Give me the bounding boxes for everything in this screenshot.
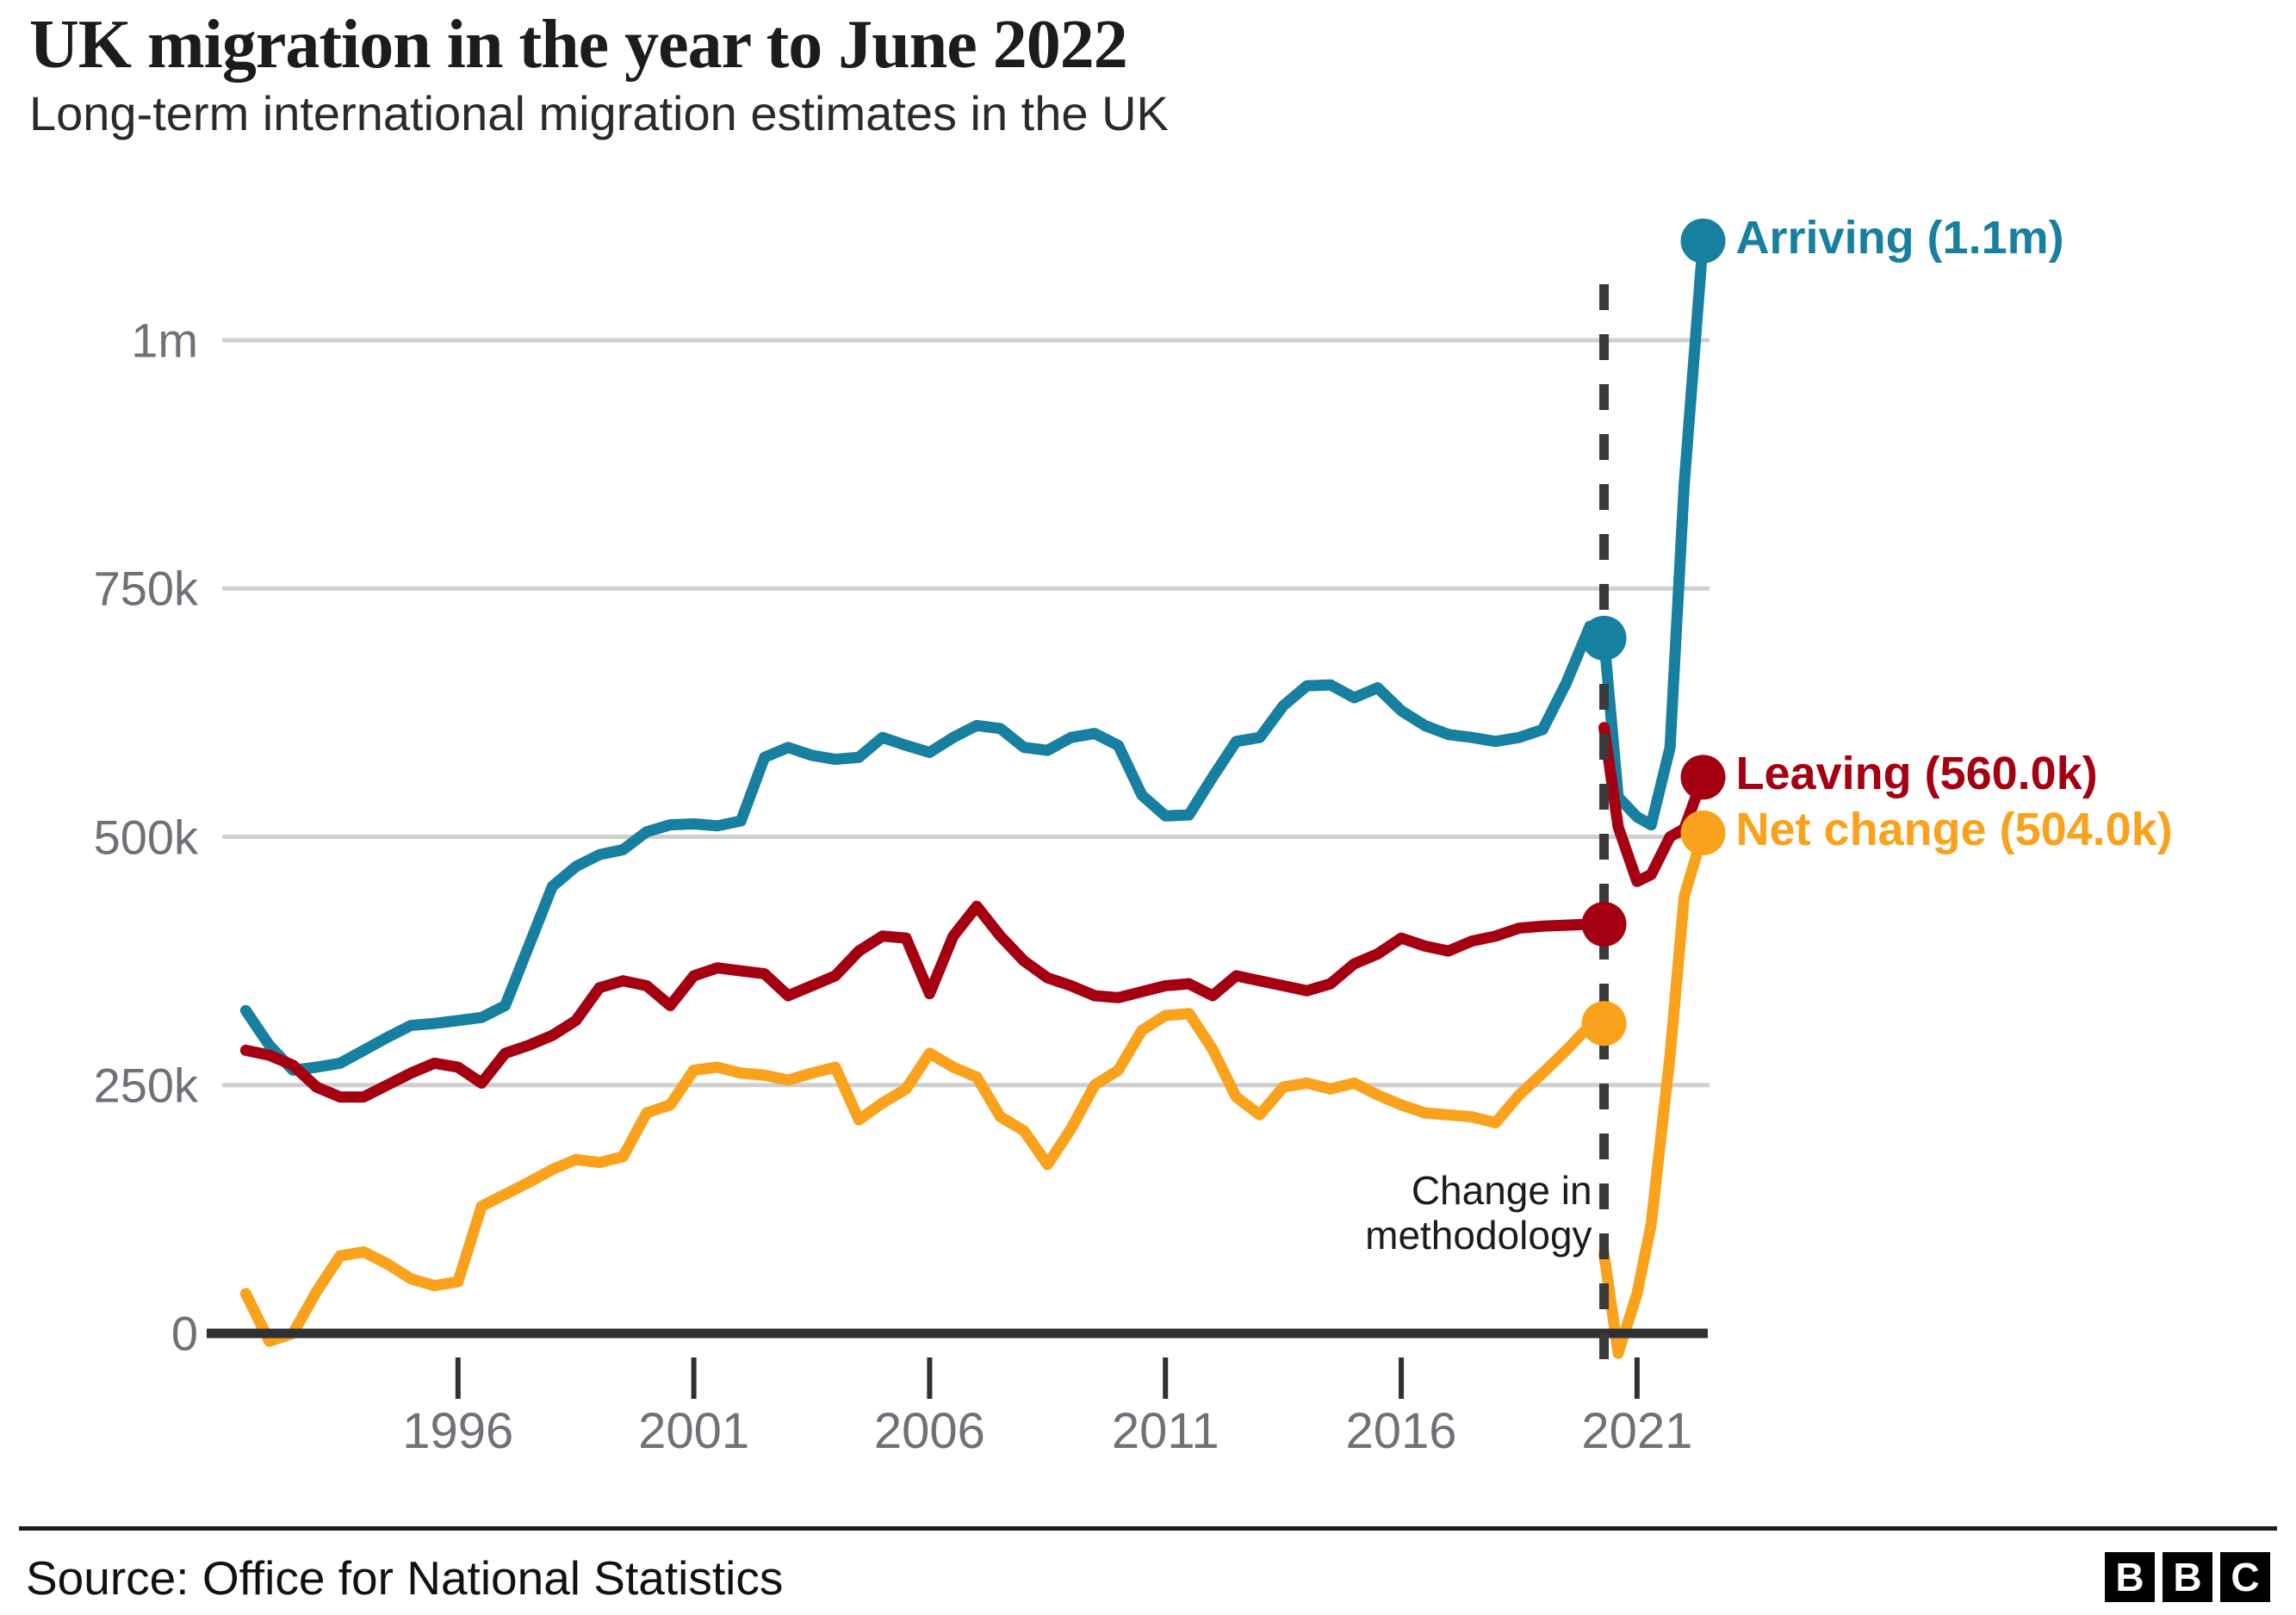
y-axis-tick-label: 250k bbox=[93, 1058, 198, 1113]
y-axis-tick-label: 500k bbox=[93, 810, 198, 864]
chart-footer: Source: Office for National Statistics B… bbox=[0, 1526, 2296, 1615]
footer-divider bbox=[19, 1526, 2277, 1531]
chart-header: UK migration in the year to June 2022 Lo… bbox=[29, 7, 2182, 141]
x-axis-ticks bbox=[455, 1357, 1640, 1399]
x-axis-tick-label: 2006 bbox=[873, 1403, 985, 1459]
methodology-annotation-line2: methodology bbox=[1365, 1213, 1592, 1258]
x-axis-tick-label: 2011 bbox=[1111, 1403, 1219, 1459]
plot-area: 0 250k 500k 750k 1m 1996 2001 2006 2011 2016 2021… bbox=[93, 211, 2173, 1459]
x-axis-tick-label: 2016 bbox=[1345, 1403, 1457, 1459]
bbc-logo-letter: C bbox=[2220, 1552, 2270, 1602]
y-axis-tick-label: 750k bbox=[93, 561, 198, 616]
source-text: Source: Office for National Statistics bbox=[26, 1551, 784, 1605]
y-axis-tick-label: 0 bbox=[171, 1306, 198, 1361]
legend-label-arriving: Arriving (1.1m) bbox=[1735, 211, 2064, 264]
line-chart-svg bbox=[207, 218, 1726, 1399]
legend-label-net-change: Net change (504.0k) bbox=[1735, 803, 2173, 855]
bbc-logo: B B C bbox=[2105, 1552, 2270, 1602]
x-axis-tick-label: 2021 bbox=[1581, 1403, 1693, 1459]
page-title: UK migration in the year to June 2022 bbox=[29, 7, 1128, 83]
series-endpoint-dots bbox=[1581, 218, 1726, 1047]
y-axis-tick-label: 1m bbox=[131, 313, 198, 368]
gridlines bbox=[222, 338, 1710, 1088]
methodology-annotation-line1: Change in bbox=[1411, 1168, 1592, 1213]
x-axis-tick-label: 1996 bbox=[402, 1403, 514, 1459]
bbc-logo-letter: B bbox=[2163, 1552, 2212, 1602]
legend-label-leaving: Leaving (560.0k) bbox=[1735, 748, 2098, 800]
x-axis-tick-label: 2001 bbox=[638, 1403, 750, 1459]
page-subtitle: Long-term international migration estima… bbox=[29, 86, 1169, 140]
methodology-annotation: Change in methodology bbox=[1365, 1168, 1592, 1258]
bbc-logo-letter: B bbox=[2105, 1552, 2155, 1602]
